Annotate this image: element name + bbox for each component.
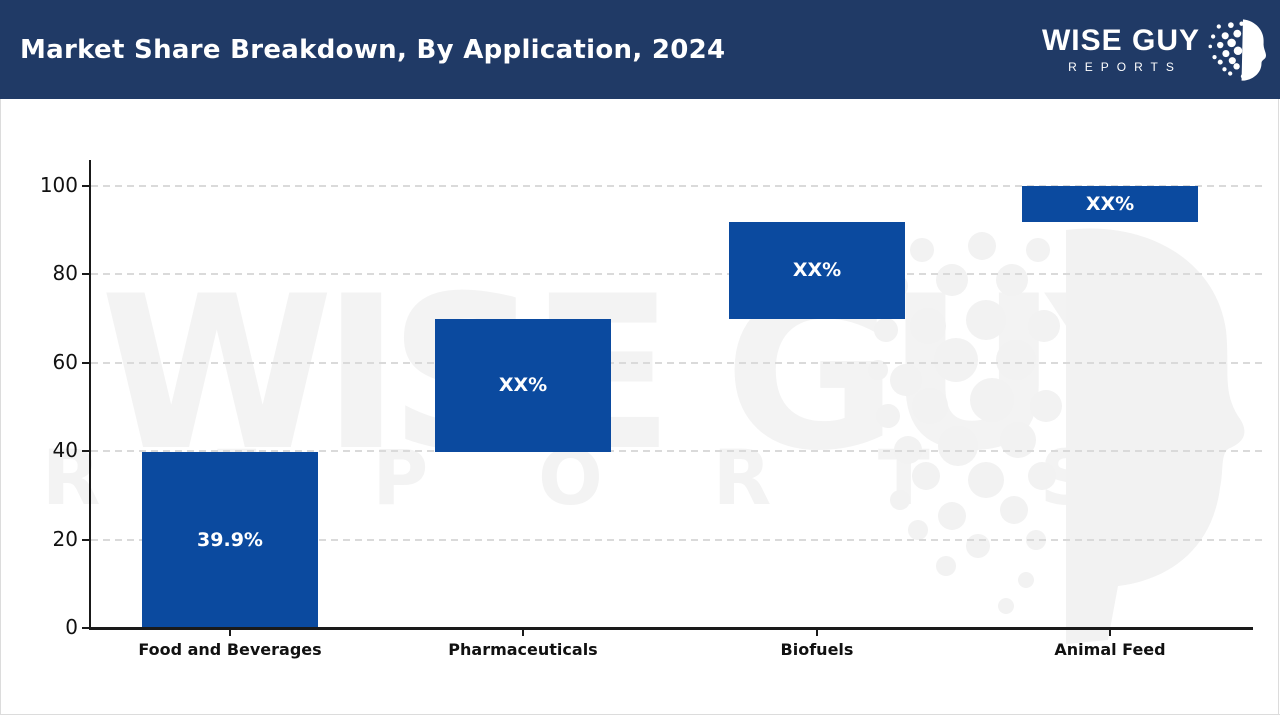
x-axis-label: Animal Feed	[1054, 640, 1166, 659]
gridline-80	[91, 273, 1266, 276]
figure-border-bottom	[0, 714, 1280, 715]
y-tick-label: 80	[52, 261, 78, 286]
y-tick-40	[82, 450, 90, 453]
bar-pharmaceuticals: XX%	[435, 318, 611, 452]
y-tick-label: 40	[52, 438, 78, 463]
y-axis-spine	[89, 160, 91, 630]
bar-food-and-beverages: 39.9%	[142, 451, 318, 628]
y-tick-20	[82, 538, 90, 541]
watermark-face-icon	[868, 228, 1245, 644]
bar-value-label: XX%	[792, 259, 842, 282]
figure-border-right	[1278, 99, 1279, 715]
y-tick-0	[82, 627, 90, 629]
x-axis-label: Pharmaceuticals	[448, 640, 598, 659]
gridline-60	[91, 361, 1266, 364]
gridline-40	[91, 450, 1266, 453]
y-tick-80	[82, 273, 90, 276]
brand-logo: WISE GUY REPORTS	[1042, 9, 1270, 91]
x-tick-3	[816, 628, 818, 636]
gridline-20	[91, 538, 1266, 541]
bar-biofuels: XX%	[729, 221, 905, 319]
x-tick-2	[522, 628, 524, 636]
brand-face-icon	[1208, 18, 1267, 81]
header-bar: Market Share Breakdown, By Application, …	[0, 0, 1280, 99]
x-tick-1	[229, 628, 231, 636]
figure-border-left	[0, 99, 1, 715]
brand-name: WISE GUY	[1041, 23, 1200, 57]
y-tick-label: 100	[39, 173, 78, 197]
bar-value-label: 39.9%	[197, 528, 263, 551]
bar-value-label: XX%	[498, 374, 548, 397]
y-tick-label: 60	[52, 349, 78, 374]
gridline-100	[91, 185, 1266, 187]
x-axis-label: Food and Beverages	[138, 640, 322, 659]
brand-subname: REPORTS	[1068, 59, 1182, 74]
y-tick-label: 20	[52, 526, 78, 551]
page-title: Market Share Breakdown, By Application, …	[20, 34, 726, 65]
y-tick-60	[82, 361, 90, 364]
y-tick-label: 0	[65, 615, 78, 639]
bar-animal-feed: XX%	[1022, 186, 1198, 222]
brand-logo-text: WISE GUY REPORTS	[1041, 23, 1200, 74]
x-axis-spine	[89, 627, 1253, 630]
x-axis-label: Biofuels	[780, 640, 854, 659]
bar-value-label: XX%	[1085, 192, 1135, 215]
y-tick-100	[82, 185, 90, 187]
x-tick-4	[1109, 628, 1111, 636]
